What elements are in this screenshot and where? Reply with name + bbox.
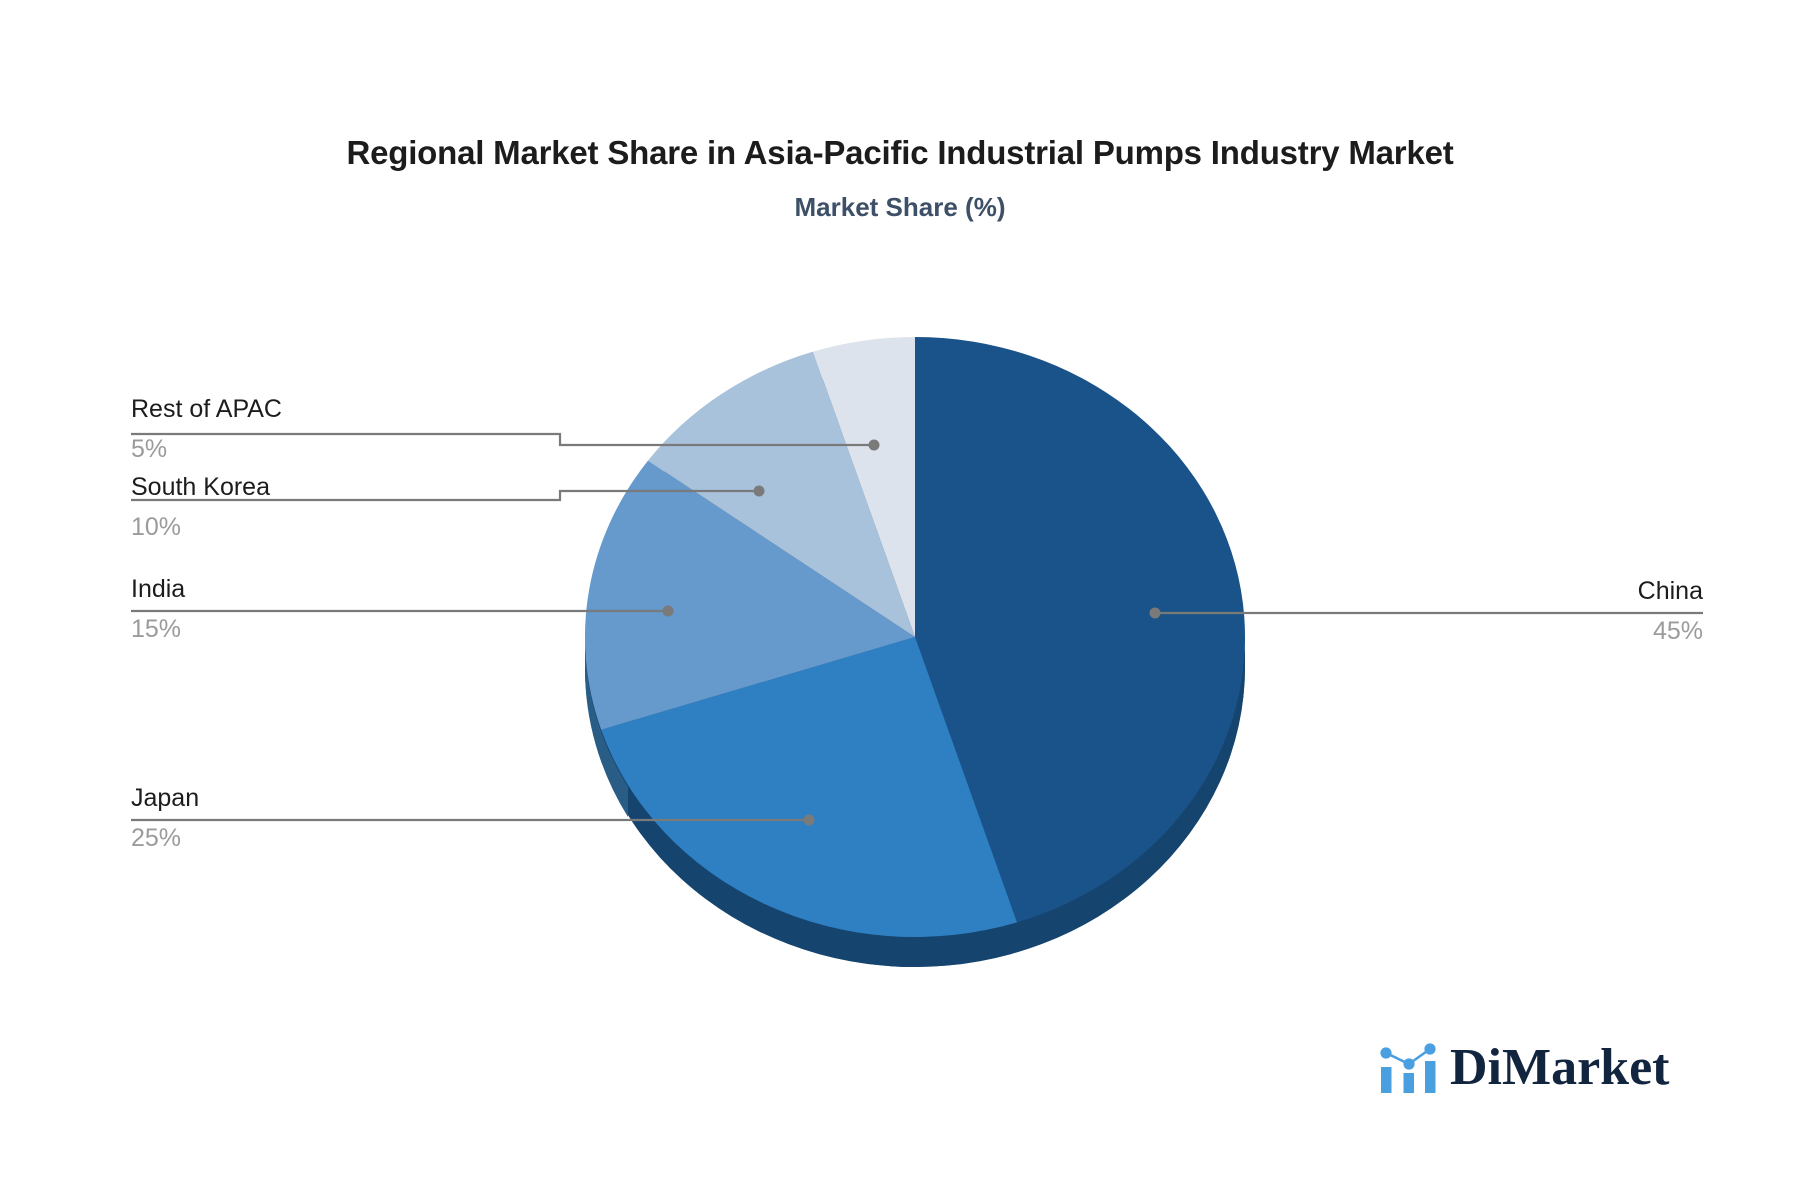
pie-slices [584, 337, 1246, 938]
pie-slice-india[interactable] [584, 460, 915, 730]
leader-dot-rest-of-apac [868, 439, 880, 451]
leader-dot-india [662, 605, 674, 617]
callout-value-south-korea: 10% [131, 513, 182, 541]
callout-label-japan: Japan [131, 784, 200, 812]
callout-rest-of-apac: Rest of APAC 5% [131, 392, 282, 466]
leader-lines [131, 432, 1703, 826]
callout-label-rest-of-apac: Rest of APAC [131, 395, 282, 423]
chart-title: Regional Market Share in Asia-Pacific In… [346, 134, 1454, 171]
callout-value-china: 45% [1652, 617, 1703, 645]
logo-wordmark: DiMarket [1450, 1039, 1670, 1096]
callout-china: China 45% [1638, 574, 1703, 648]
leader-dot-south-korea [753, 485, 765, 497]
callout-india: India 15% [131, 572, 185, 646]
callout-label-china: China [1637, 577, 1703, 605]
leader-dot-japan [803, 814, 815, 826]
callout-japan: Japan 25% [131, 781, 199, 855]
pie-slice-south-korea[interactable] [648, 351, 915, 637]
leader-dot-china [1149, 607, 1161, 619]
chart-subtitle: Market Share (%) [794, 192, 1006, 222]
bar-chart-icon [1380, 1043, 1436, 1093]
callout-label-south-korea: South Korea [131, 473, 270, 501]
leader-line-south-korea [131, 489, 759, 502]
callout-label-india: India [131, 575, 186, 603]
callout-value-japan: 25% [131, 824, 182, 852]
pie-slice-japan[interactable] [601, 637, 1017, 938]
leader-line-rest-of-apac [131, 432, 874, 447]
callout-value-rest-of-apac: 5% [131, 435, 168, 463]
pie-slice-china[interactable] [915, 337, 1246, 923]
callout-value-india: 15% [131, 615, 182, 643]
callout-south-korea: South Korea 10% [131, 470, 270, 544]
pie-slice-rest-of-apac[interactable] [813, 337, 915, 637]
brand-logo: DiMarket [1378, 1040, 1669, 1096]
